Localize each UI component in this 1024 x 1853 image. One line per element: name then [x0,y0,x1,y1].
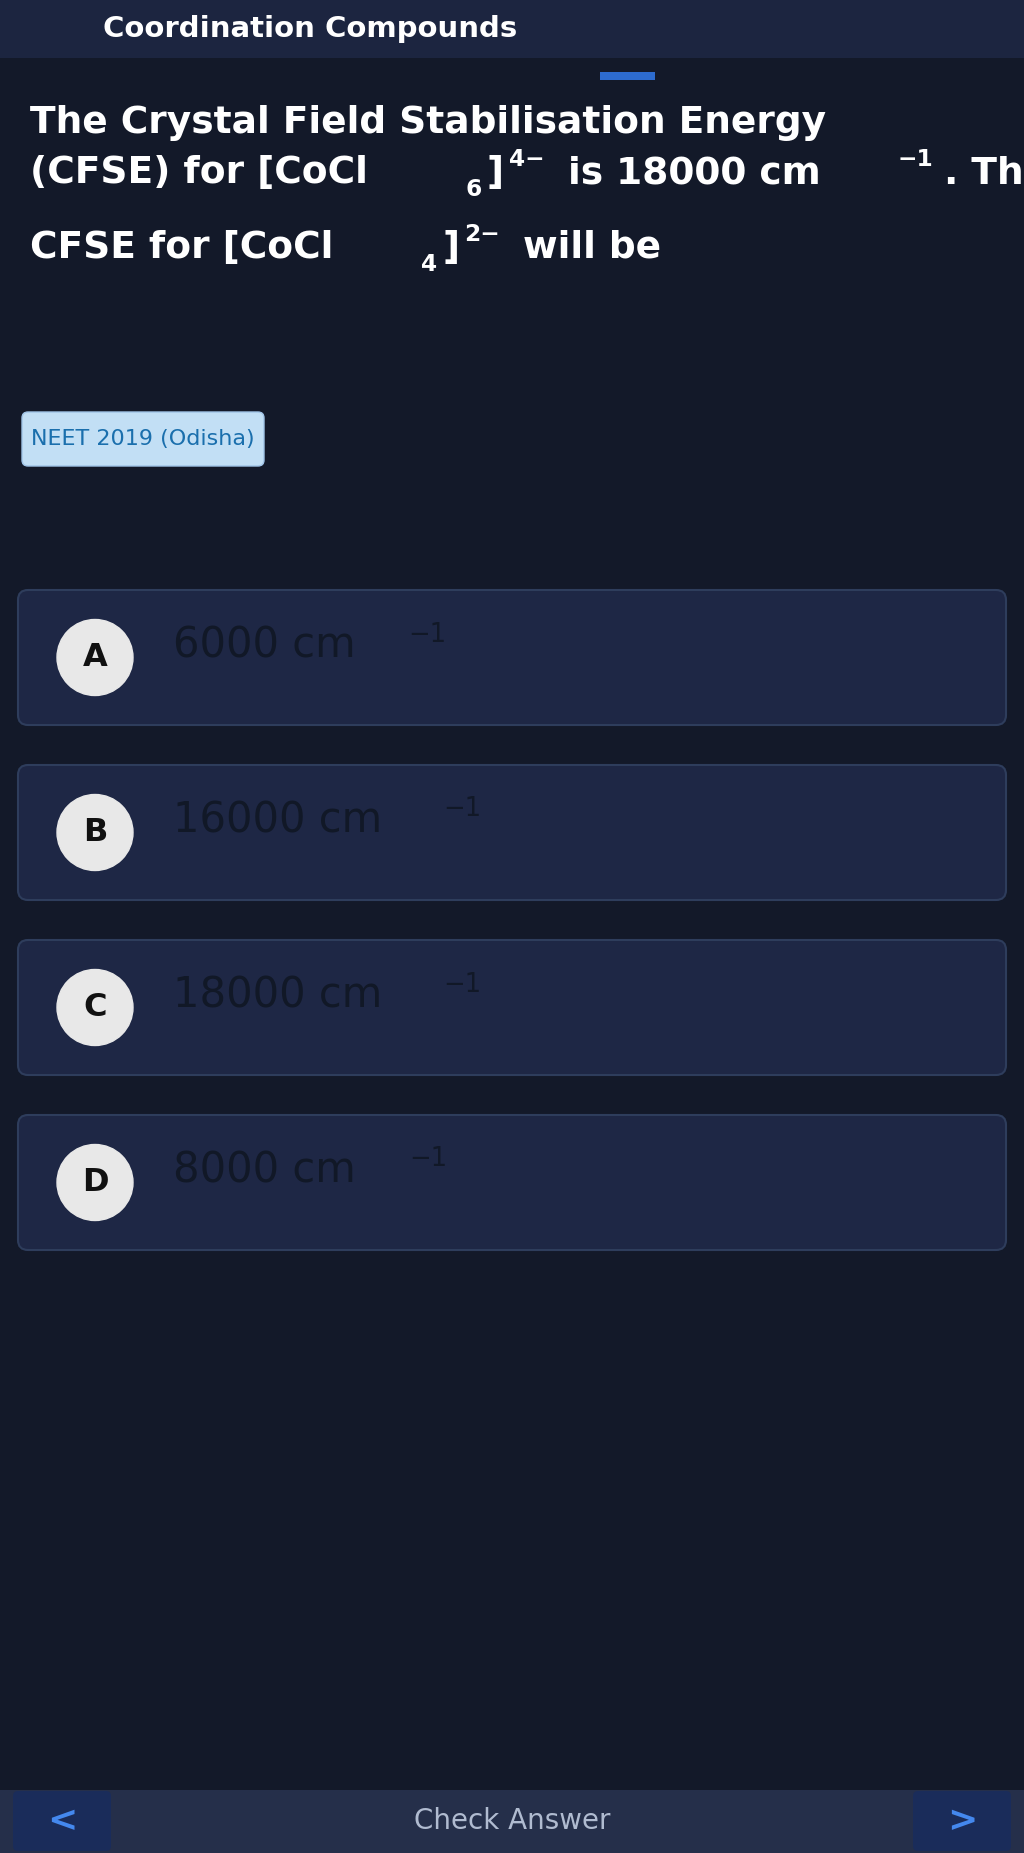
Text: B: B [83,817,108,849]
FancyBboxPatch shape [18,589,1006,725]
Text: ]: ] [442,230,460,267]
FancyBboxPatch shape [0,0,1024,57]
Text: −1: −1 [443,971,481,997]
Text: −1: −1 [409,1147,446,1173]
Circle shape [57,619,133,695]
FancyBboxPatch shape [13,1792,111,1851]
Text: will be: will be [511,230,662,267]
Text: D: D [82,1167,109,1199]
Text: 6000 cm: 6000 cm [173,624,355,667]
Text: −1: −1 [409,621,446,647]
Circle shape [57,969,133,1045]
FancyBboxPatch shape [600,72,655,80]
Text: CFSE for [CoCl: CFSE for [CoCl [30,230,334,267]
Text: C: C [83,991,106,1023]
Text: is 18000 cm: is 18000 cm [555,156,821,191]
FancyBboxPatch shape [22,411,264,465]
Text: <: < [47,1805,77,1838]
Text: 6: 6 [466,178,482,200]
FancyBboxPatch shape [0,1790,1024,1853]
Text: Check Answer: Check Answer [414,1807,610,1834]
Text: A: A [83,641,108,673]
Circle shape [57,795,133,871]
FancyBboxPatch shape [18,1116,1006,1251]
Text: 18000 cm: 18000 cm [173,975,382,1017]
Text: 8000 cm: 8000 cm [173,1149,355,1191]
Text: NEET 2019 (Odisha): NEET 2019 (Odisha) [31,430,255,448]
Circle shape [57,1145,133,1221]
Text: Coordination Compounds: Coordination Compounds [102,15,517,43]
FancyBboxPatch shape [18,765,1006,901]
Text: . The: . The [944,156,1024,191]
Text: (CFSE) for [CoCl: (CFSE) for [CoCl [30,156,368,191]
Text: The Crystal Field Stabilisation Energy: The Crystal Field Stabilisation Energy [30,106,826,141]
Text: −1: −1 [442,797,481,823]
Text: −1: −1 [898,148,934,170]
Text: ]: ] [487,156,504,191]
Text: 4−: 4− [509,148,545,170]
Text: 2−: 2− [464,222,500,246]
FancyBboxPatch shape [18,939,1006,1075]
FancyBboxPatch shape [913,1792,1011,1851]
Text: 4: 4 [422,254,437,276]
Text: 16000 cm: 16000 cm [173,799,382,841]
Text: >: > [947,1805,977,1838]
